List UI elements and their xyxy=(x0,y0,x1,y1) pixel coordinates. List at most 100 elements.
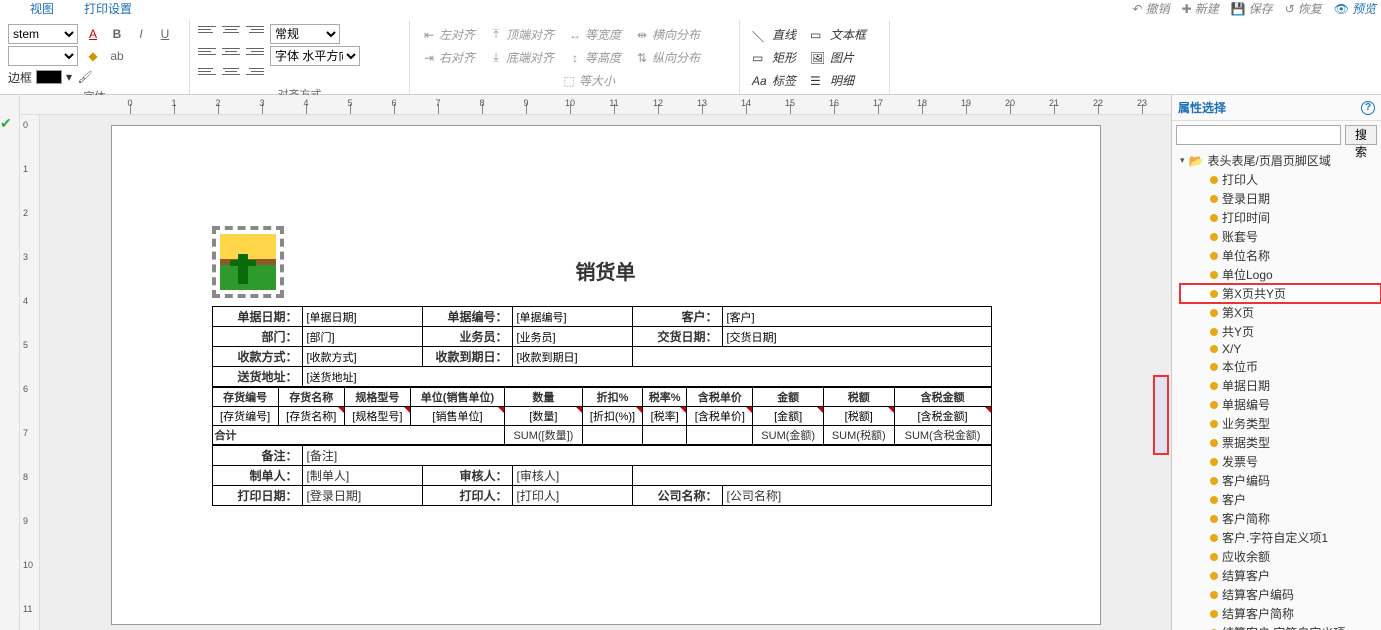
property-item[interactable]: 结算客户 xyxy=(1180,566,1381,585)
column-header[interactable]: 数量 xyxy=(504,388,582,407)
property-item[interactable]: 单据编号 xyxy=(1180,395,1381,414)
h-dist-button[interactable]: ⇹横向分布 xyxy=(631,24,704,45)
insert-detail-button[interactable]: ☰明细 xyxy=(806,70,858,91)
column-header[interactable]: 税率% xyxy=(643,388,687,407)
property-item[interactable]: 单位名称 xyxy=(1180,246,1381,265)
property-item[interactable]: 客户简称 xyxy=(1180,509,1381,528)
document-title[interactable]: 销货单 xyxy=(112,256,1100,285)
column-header[interactable]: 金额 xyxy=(753,388,824,407)
property-item[interactable]: 客户编码 xyxy=(1180,471,1381,490)
field-placeholder[interactable]: [存货名称] xyxy=(278,407,344,426)
font-size-select[interactable] xyxy=(8,46,78,66)
tab-view[interactable]: 视图 xyxy=(30,0,54,20)
field-placeholder[interactable]: [数量] xyxy=(504,407,582,426)
insert-rect-button[interactable]: ▭矩形 xyxy=(748,47,800,68)
tab-print-setup[interactable]: 打印设置 xyxy=(84,0,132,20)
new-button[interactable]: ✚ 新建 xyxy=(1182,0,1219,17)
align-mr[interactable] xyxy=(246,48,264,64)
eq-height-button[interactable]: ↕等高度 xyxy=(564,47,625,68)
property-item[interactable]: 本位币 xyxy=(1180,357,1381,376)
property-item[interactable]: 共Y页 xyxy=(1180,322,1381,341)
footer-table[interactable]: 备注：[备注] 制单人：[制单人] 审核人：[审核人] 打印日期：[登录日期] … xyxy=(212,445,992,506)
font-weight-select[interactable]: 常规 xyxy=(270,24,340,44)
tree-folder[interactable]: ▾ 📂 表头表尾/页眉页脚区域 xyxy=(1180,151,1381,170)
column-header[interactable]: 含税单价 xyxy=(687,388,753,407)
field-placeholder[interactable]: [销售单位] xyxy=(410,407,504,426)
property-item[interactable]: 发票号 xyxy=(1180,452,1381,471)
property-item[interactable]: 票据类型 xyxy=(1180,433,1381,452)
align-ml[interactable] xyxy=(198,48,216,64)
border-dropdown[interactable]: ▾ xyxy=(66,70,72,84)
canvas-scroll[interactable]: 销货单 单据日期：[单据日期] 单据编号：[单据编号] 客户：[客户] 部门：[… xyxy=(40,115,1171,630)
v-dist-button[interactable]: ⇅纵向分布 xyxy=(631,47,704,68)
report-page[interactable]: 销货单 单据日期：[单据日期] 单据编号：[单据编号] 客户：[客户] 部门：[… xyxy=(111,125,1101,625)
property-search-input[interactable] xyxy=(1176,125,1341,145)
column-header[interactable]: 规格型号 xyxy=(344,388,410,407)
eq-size-button[interactable]: ⬚等大小 xyxy=(558,70,619,91)
format-painter-button[interactable]: 🖌 xyxy=(76,68,94,86)
property-item[interactable]: X/Y xyxy=(1180,341,1381,357)
insert-image-button[interactable]: 🖼图片 xyxy=(806,47,858,68)
undo-button[interactable]: ↶ 撤销 xyxy=(1133,0,1170,17)
field-placeholder[interactable]: [税额] xyxy=(823,407,894,426)
preview-button[interactable]: 👁 预览 xyxy=(1334,0,1376,17)
restore-button[interactable]: ↺ 恢复 xyxy=(1285,0,1322,17)
align-tc[interactable] xyxy=(222,26,240,42)
header-meta-table[interactable]: 单据日期：[单据日期] 单据编号：[单据编号] 客户：[客户] 部门：[部门] … xyxy=(212,306,992,387)
column-header[interactable]: 存货名称 xyxy=(278,388,344,407)
field-placeholder[interactable]: [折扣(%)] xyxy=(582,407,642,426)
insert-line-button[interactable]: ＼直线 xyxy=(748,24,800,45)
field-placeholder[interactable]: [金额] xyxy=(753,407,824,426)
align-bl[interactable] xyxy=(198,68,216,84)
text-align-select[interactable]: 字体 水平方向 xyxy=(270,46,360,66)
property-item[interactable]: 登录日期 xyxy=(1180,189,1381,208)
fill-color-button[interactable]: ◆ xyxy=(84,47,102,65)
italic-button[interactable]: I xyxy=(132,25,150,43)
strike-button[interactable]: ab xyxy=(108,47,126,65)
property-item[interactable]: 打印人 xyxy=(1180,170,1381,189)
underline-button[interactable]: U xyxy=(156,25,174,43)
property-item[interactable]: 结算客户简称 xyxy=(1180,604,1381,623)
property-item[interactable]: 第X页共Y页 xyxy=(1180,284,1381,303)
eq-width-button[interactable]: ↔等宽度 xyxy=(564,24,625,45)
property-item[interactable]: 客户.字符自定义项1 xyxy=(1180,528,1381,547)
field-placeholder[interactable]: [税率] xyxy=(643,407,687,426)
property-item[interactable]: 账套号 xyxy=(1180,227,1381,246)
property-item[interactable]: 应收余额 xyxy=(1180,547,1381,566)
align-left-button[interactable]: ⇤左对齐 xyxy=(418,24,479,45)
align-top-button[interactable]: ⤒顶端对齐 xyxy=(485,24,558,45)
property-item[interactable]: 单位Logo xyxy=(1180,265,1381,284)
property-search-button[interactable]: 搜索 xyxy=(1345,125,1377,145)
save-button[interactable]: 💾 保存 xyxy=(1231,0,1273,17)
field-placeholder[interactable]: [规格型号] xyxy=(344,407,410,426)
field-placeholder[interactable]: [含税单价] xyxy=(687,407,753,426)
insert-label-button[interactable]: Aa标签 xyxy=(748,70,800,91)
column-header[interactable]: 单位(销售单位) xyxy=(410,388,504,407)
column-header[interactable]: 含税金额 xyxy=(894,388,991,407)
column-header[interactable]: 存货编号 xyxy=(212,388,278,407)
property-item[interactable]: 结算客户.字符自定义项 xyxy=(1180,623,1381,630)
property-item[interactable]: 打印时间 xyxy=(1180,208,1381,227)
detail-table[interactable]: 存货编号存货名称规格型号单位(销售单位)数量折扣%税率%含税单价金额税额含税金额… xyxy=(212,387,992,445)
field-placeholder[interactable]: [存货编号] xyxy=(212,407,278,426)
font-family-select[interactable]: stem xyxy=(8,24,78,44)
property-item[interactable]: 第X页 xyxy=(1180,303,1381,322)
help-icon[interactable]: ? xyxy=(1361,101,1375,115)
field-placeholder[interactable]: [含税金额] xyxy=(894,407,991,426)
align-tl[interactable] xyxy=(198,26,216,42)
property-item[interactable]: 客户 xyxy=(1180,490,1381,509)
property-item[interactable]: 结算客户编码 xyxy=(1180,585,1381,604)
font-color-button[interactable]: A xyxy=(84,25,102,43)
column-header[interactable]: 折扣% xyxy=(582,388,642,407)
bold-button[interactable]: B xyxy=(108,25,126,43)
property-item[interactable]: 业务类型 xyxy=(1180,414,1381,433)
scrollbar-highlight[interactable] xyxy=(1153,375,1169,455)
insert-textbox-button[interactable]: ▭文本框 xyxy=(806,24,870,45)
align-bottom-button[interactable]: ⤓底端对齐 xyxy=(485,47,558,68)
align-right-button[interactable]: ⇥右对齐 xyxy=(418,47,479,68)
property-tree[interactable]: ▾ 📂 表头表尾/页眉页脚区域 打印人登录日期打印时间账套号单位名称单位Logo… xyxy=(1172,149,1381,630)
column-header[interactable]: 税额 xyxy=(823,388,894,407)
align-mc[interactable] xyxy=(222,48,240,64)
align-br[interactable] xyxy=(246,68,264,84)
border-color-swatch[interactable] xyxy=(36,70,62,84)
